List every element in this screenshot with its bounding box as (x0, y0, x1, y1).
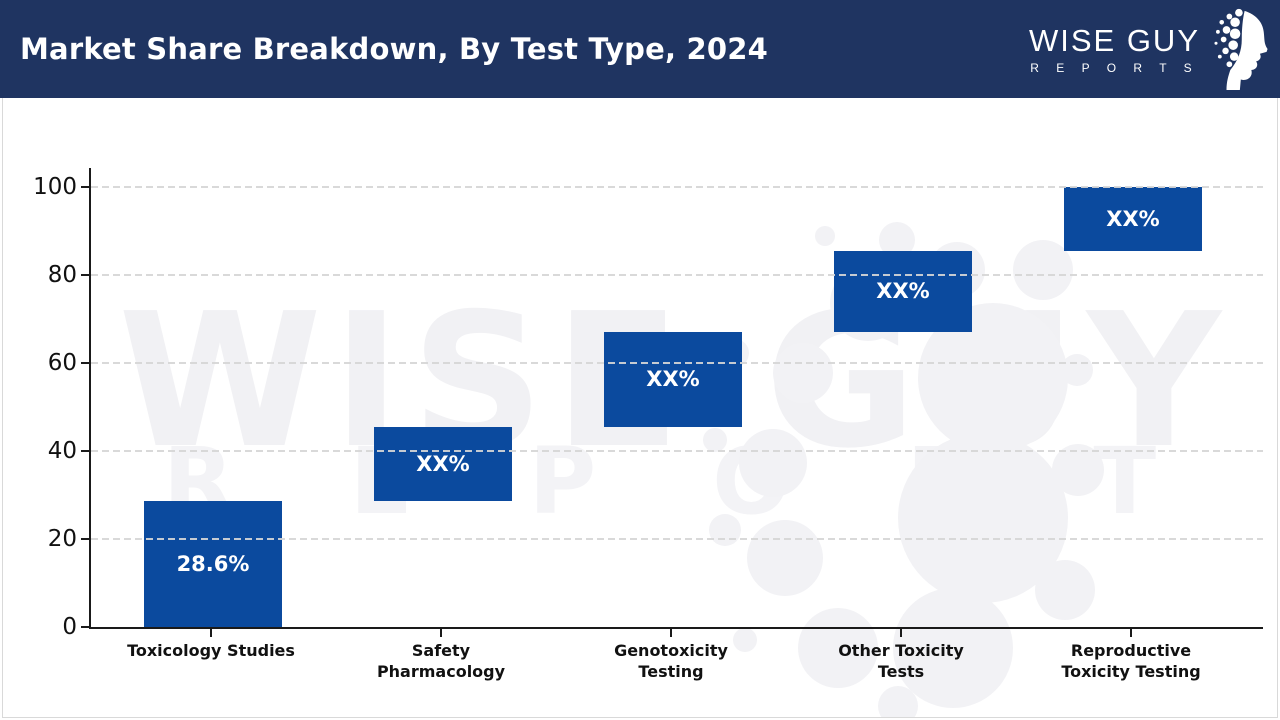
chart-card: WISE GUY R E P O R T S 28.6%XX%XX%XX%XX%… (2, 98, 1278, 718)
header: Market Share Breakdown, By Test Type, 20… (0, 0, 1280, 98)
y-tick-label: 20 (47, 525, 77, 552)
logo-title: WISE GUY (1028, 23, 1200, 58)
bar-segment: XX% (1064, 186, 1202, 251)
x-tick-mark (1130, 629, 1132, 637)
x-category-label: Genotoxicity Testing (551, 640, 791, 682)
y-tick-mark (81, 361, 90, 364)
bar-value-label: XX% (876, 279, 930, 304)
bar-value-label: XX% (1106, 206, 1160, 231)
bar-segment: XX% (604, 331, 742, 427)
logo-wordmark: WISE GUY R E P O R T S (1029, 23, 1200, 75)
gridline (91, 361, 1263, 364)
y-tick-label: 80 (47, 261, 77, 288)
x-tick-mark (210, 629, 212, 637)
bar-segment: XX% (374, 426, 512, 502)
x-category-label: Other Toxicity Tests (781, 640, 1021, 682)
gridline (91, 537, 1263, 540)
bar-segment: 28.6% (144, 501, 282, 627)
x-category-label-line: Safety (411, 641, 471, 660)
page-title: Market Share Breakdown, By Test Type, 20… (20, 32, 769, 66)
y-tick-label: 40 (47, 437, 77, 464)
x-category-label-line: Tests (877, 662, 925, 681)
y-tick-mark (81, 185, 90, 188)
x-category-label-line: Pharmacology (376, 662, 506, 681)
x-tick-mark (440, 629, 442, 637)
x-tick-mark (670, 629, 672, 637)
wise-guy-reports-logo: WISE GUY R E P O R T S (1029, 7, 1268, 91)
x-category-label: Toxicology Studies (91, 640, 331, 661)
logo-subtitle: R E P O R T S (1030, 61, 1199, 75)
y-tick-label: 100 (33, 173, 77, 200)
x-category-label: Safety Pharmacology (321, 640, 561, 682)
gridline (91, 185, 1263, 188)
y-tick-mark (81, 449, 90, 452)
plot-area: 28.6% XX% XX% XX% XX% (89, 168, 1263, 629)
head-profile-logo-icon (1214, 8, 1268, 91)
x-category-label-line: Genotoxicity (614, 641, 728, 660)
bar-value-label: 28.6% (176, 552, 250, 577)
gridline (91, 273, 1263, 276)
bar-value-label: XX% (416, 451, 470, 476)
x-tick-mark (900, 629, 902, 637)
y-tick-mark (81, 273, 90, 276)
x-category-label-line: Other Toxicity (838, 641, 964, 660)
bar-segment: XX% (834, 250, 972, 332)
x-category-label-line: Toxicity Testing (1061, 662, 1201, 681)
gridline (91, 449, 1263, 452)
y-tick-mark (81, 626, 90, 628)
x-category-label-line: Testing (638, 662, 704, 681)
x-category-label: Reproductive Toxicity Testing (1011, 640, 1251, 682)
x-category-label-line: Toxicology Studies (127, 641, 295, 660)
y-tick-label: 60 (47, 349, 77, 376)
x-category-label-line: Reproductive (1070, 641, 1192, 660)
y-tick-mark (81, 537, 90, 540)
bar-value-label: XX% (646, 367, 700, 392)
y-tick-label: 0 (62, 614, 77, 640)
